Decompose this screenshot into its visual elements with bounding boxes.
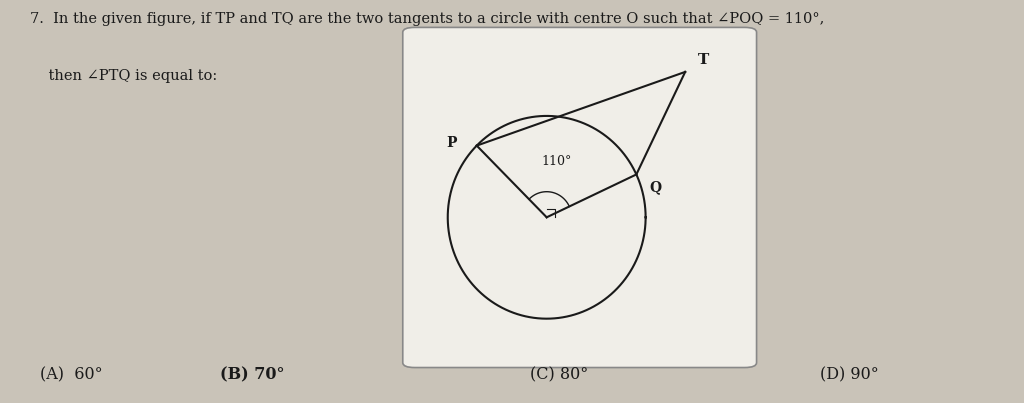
Text: (B) 70°: (B) 70° — [220, 366, 285, 383]
Text: (D) 90°: (D) 90° — [819, 366, 879, 383]
FancyBboxPatch shape — [402, 27, 757, 368]
Text: (A)  60°: (A) 60° — [40, 366, 102, 383]
Text: P: P — [446, 136, 458, 150]
Text: (C) 80°: (C) 80° — [529, 366, 588, 383]
Text: T: T — [698, 53, 710, 66]
Text: Q: Q — [649, 180, 662, 194]
Text: 7.  In the given figure, if TP and TQ are the two tangents to a circle with cent: 7. In the given figure, if TP and TQ are… — [30, 12, 824, 26]
Text: then ∠PTQ is equal to:: then ∠PTQ is equal to: — [30, 69, 217, 83]
Text: 110°: 110° — [542, 155, 571, 168]
